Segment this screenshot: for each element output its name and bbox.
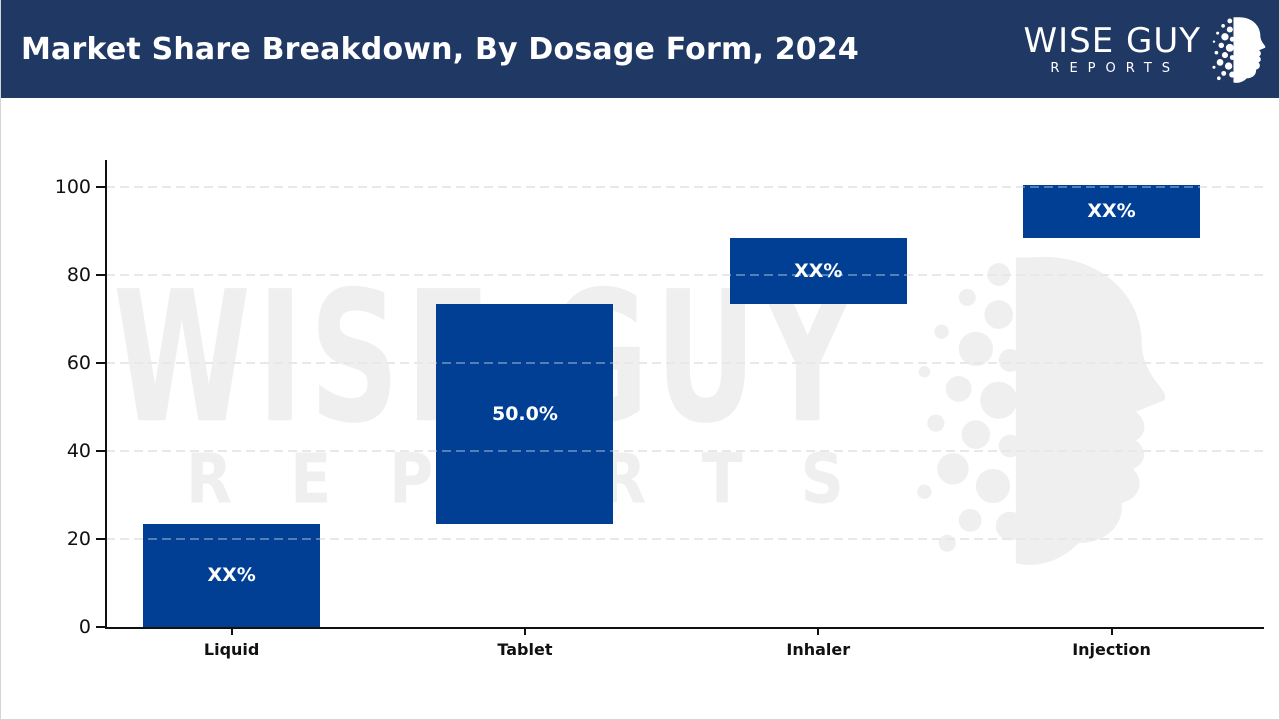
x-axis-tick — [523, 627, 526, 635]
y-axis-tick — [96, 274, 106, 276]
x-axis-category-label: Liquid — [203, 640, 260, 659]
gridline — [106, 538, 1263, 540]
bar-liquid — [143, 523, 321, 627]
logo-wordmark: WISE GUY — [1023, 20, 1201, 61]
y-axis-tick — [96, 362, 106, 364]
x-axis-category-label: Inhaler — [786, 640, 851, 659]
x-axis-tick — [817, 627, 820, 635]
brand-logo: WISE GUY REPORTS — [1023, 9, 1267, 89]
x-axis-tick — [230, 627, 233, 635]
y-axis-tick — [96, 186, 106, 188]
logo-subtext: REPORTS — [1050, 60, 1181, 76]
dotted-face-profile-icon — [1212, 17, 1266, 83]
x-axis-category-label: Tablet — [497, 640, 553, 659]
bar-value-label-inhaler: XX% — [794, 259, 843, 282]
y-axis-tick-label: 80 — [66, 264, 91, 286]
y-axis-tick-label: 40 — [66, 440, 91, 462]
gridline-overlay — [106, 538, 1263, 540]
gridline — [106, 186, 1263, 188]
page-title: Market Share Breakdown, By Dosage Form, … — [21, 31, 859, 67]
y-axis-tick — [96, 538, 106, 540]
header-bar: Market Share Breakdown, By Dosage Form, … — [1, 0, 1279, 98]
y-axis-tick — [96, 450, 106, 452]
y-axis-tick-label: 60 — [66, 352, 91, 374]
gridline — [106, 274, 1263, 276]
brand-logo-text: WISE GUY REPORTS — [1023, 24, 1201, 75]
x-axis-category-label: Injection — [1072, 640, 1151, 659]
gridline — [106, 450, 1263, 452]
bar-tablet — [436, 303, 614, 524]
gridline-overlay — [106, 450, 1263, 452]
gridline-overlay — [106, 186, 1263, 188]
bar-injection — [1023, 184, 1201, 238]
gridline-overlay — [106, 274, 1263, 276]
bar-value-label-tablet: 50.0% — [491, 402, 558, 425]
y-axis-tick-label: 0 — [78, 616, 91, 638]
gridline — [106, 362, 1263, 364]
y-axis-tick-label: 20 — [66, 528, 91, 550]
y-axis-line — [105, 160, 107, 629]
x-axis-line — [105, 627, 1264, 629]
bar-value-label-liquid: XX% — [207, 564, 256, 587]
x-axis-tick — [1110, 627, 1113, 635]
bar-inhaler — [729, 237, 907, 304]
y-axis-tick-label: 100 — [54, 176, 91, 198]
y-axis-tick — [96, 626, 106, 628]
bar-value-label-injection: XX% — [1087, 200, 1136, 223]
gridline-overlay — [106, 362, 1263, 364]
